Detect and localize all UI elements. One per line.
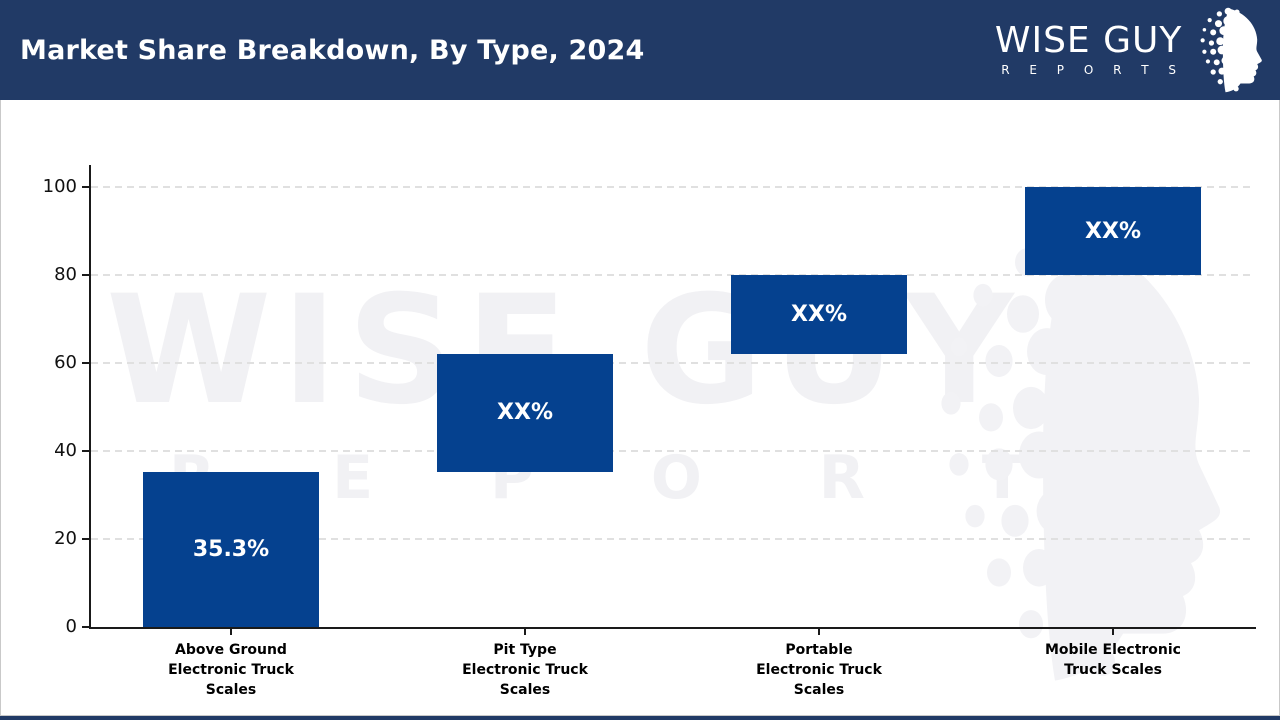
x-tick-mark xyxy=(230,629,232,635)
x-tick-mark xyxy=(818,629,820,635)
logo-subtitle: R E P O R T S xyxy=(1001,63,1184,77)
bar-segment: XX% xyxy=(1025,187,1201,275)
bar-value-label: XX% xyxy=(1085,218,1141,244)
y-gridline xyxy=(91,538,1254,540)
x-category-label: Portable Electronic Truck Scales xyxy=(756,642,882,698)
brand-logo: WISE GUY R E P O R T S xyxy=(993,6,1266,94)
footer-accent-bar xyxy=(0,716,1280,720)
x-category-label: Above Ground Electronic Truck Scales xyxy=(168,642,294,698)
page-title: Market Share Breakdown, By Type, 2024 xyxy=(20,34,645,66)
logo-wordmark: WISE GUY xyxy=(994,20,1183,61)
y-gridline xyxy=(91,186,1254,188)
dotted-head-icon xyxy=(1200,7,1262,93)
y-gridline xyxy=(91,362,1254,364)
bar-value-label: 35.3% xyxy=(192,536,270,562)
y-tick-mark xyxy=(82,186,91,188)
y-tick-mark xyxy=(82,362,91,364)
y-tick-mark xyxy=(82,626,91,628)
logo-text: WISE GUY R E P O R T S xyxy=(993,20,1184,78)
header: Market Share Breakdown, By Type, 2024 WI… xyxy=(0,0,1280,100)
x-axis-line xyxy=(89,627,1256,629)
y-tick-label: 0 xyxy=(65,616,77,637)
y-tick-label: 60 xyxy=(54,352,77,373)
x-tick-mark xyxy=(524,629,526,635)
bar-segment: XX% xyxy=(731,275,907,355)
y-tick-mark xyxy=(82,274,91,276)
x-category-label: Mobile Electronic Truck Scales xyxy=(1045,642,1181,678)
x-tick-mark xyxy=(1112,629,1114,635)
y-tick-mark xyxy=(82,450,91,452)
bar-value-label: XX% xyxy=(497,400,553,426)
y-gridline xyxy=(91,274,1254,276)
plot-area: WISE GUY R E P O R T S 0 20 40 60 80 100 35.3%… xyxy=(0,100,1280,716)
bar-value-label: XX% xyxy=(791,302,847,328)
y-tick-label: 20 xyxy=(54,528,77,549)
y-tick-label: 100 xyxy=(42,176,77,197)
bar-segment: XX% xyxy=(437,354,613,472)
y-tick-mark xyxy=(82,538,91,540)
x-category-label: Pit Type Electronic Truck Scales xyxy=(462,642,588,698)
y-tick-label: 40 xyxy=(54,440,77,461)
y-tick-label: 80 xyxy=(54,264,77,285)
y-gridline xyxy=(91,450,1254,452)
y-axis-line xyxy=(89,165,91,629)
bar-segment: 35.3% xyxy=(143,471,319,627)
